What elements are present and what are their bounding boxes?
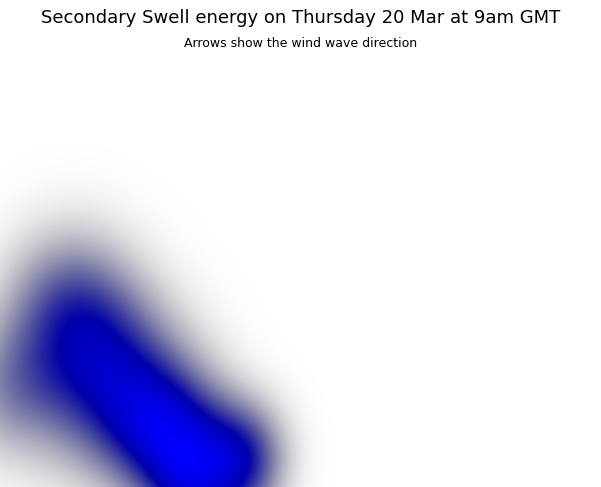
- Text: Secondary Swell energy on Thursday 20 Mar at 9am GMT: Secondary Swell energy on Thursday 20 Ma…: [41, 9, 560, 27]
- Text: Arrows show the wind wave direction: Arrows show the wind wave direction: [184, 37, 417, 50]
